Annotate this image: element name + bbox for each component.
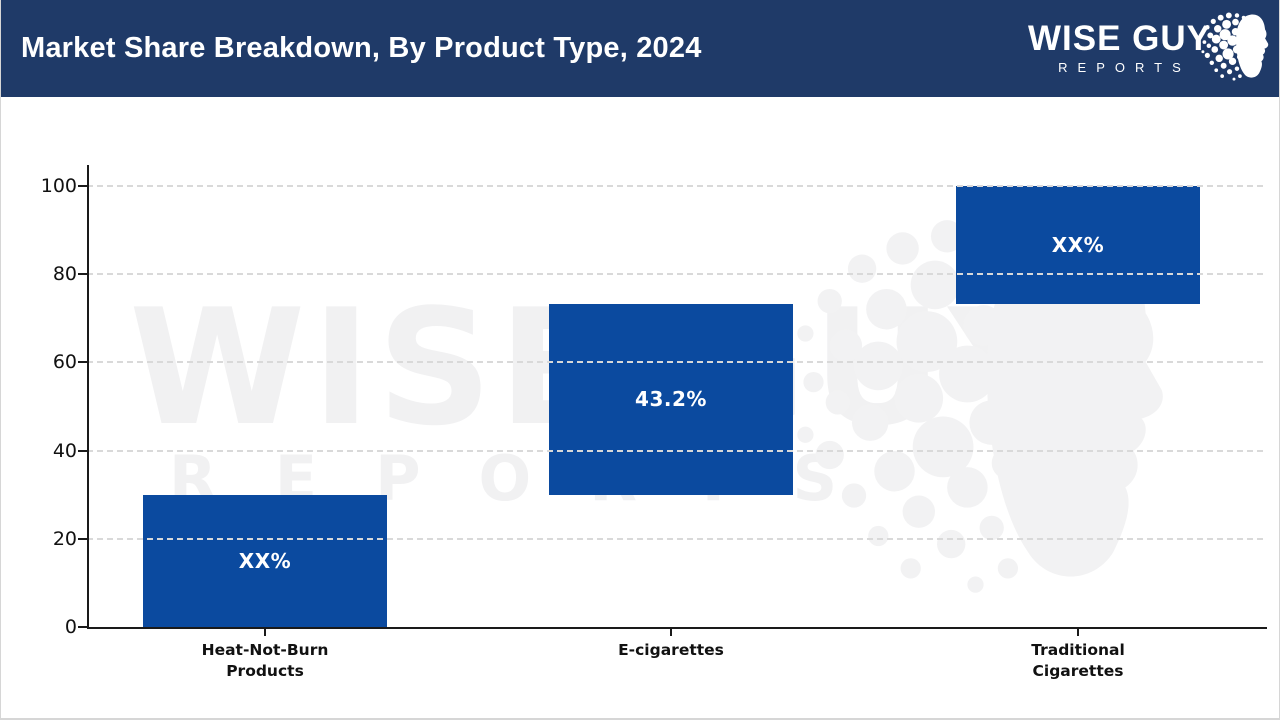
x-axis-tick — [670, 629, 672, 636]
gridline — [87, 185, 1263, 187]
y-axis-tick-label: 20 — [52, 527, 77, 550]
x-axis-category-label: E-cigarettes — [618, 641, 724, 659]
brand-logo-text: WISE GUY REPORTS — [1027, 18, 1211, 76]
y-axis-line — [87, 165, 89, 629]
bar-heat-not-burn-products: XX% — [143, 494, 387, 627]
x-axis-tick — [1077, 629, 1079, 636]
gridline — [87, 273, 1263, 276]
y-axis-tick — [78, 537, 87, 540]
x-axis-tick — [264, 629, 266, 636]
x-axis-line — [87, 627, 1267, 629]
page-title: Market Share Breakdown, By Product Type,… — [21, 32, 702, 64]
bar-traditional-cigarettes: XX% — [956, 186, 1200, 305]
gridline — [87, 449, 1263, 452]
bar-value-label: 43.2% — [635, 387, 707, 412]
header-band: Market Share Breakdown, By Product Type,… — [1, 0, 1279, 97]
y-axis-tick — [78, 361, 87, 364]
gridline — [87, 537, 1263, 540]
x-axis-category-label: Traditional Cigarettes — [1031, 641, 1125, 680]
x-axis-category-label: Heat-Not-Burn Products — [201, 641, 329, 680]
bar-value-label: XX% — [238, 548, 292, 573]
bar-e-cigarettes: 43.2% — [549, 304, 793, 495]
y-axis-tick-label: 40 — [52, 439, 77, 462]
y-axis-tick — [78, 626, 87, 628]
y-axis-tick — [78, 273, 87, 276]
brand-wordmark: WISE GUY — [1027, 18, 1211, 58]
gridline — [87, 361, 1263, 364]
y-axis-tick-label: 100 — [40, 175, 77, 197]
y-axis-tick-label: 0 — [64, 616, 77, 638]
bar-value-label: XX% — [1051, 233, 1105, 258]
y-axis-tick-label: 60 — [52, 351, 77, 374]
y-axis-tick — [78, 185, 87, 187]
brand-tagline: REPORTS — [1058, 60, 1191, 76]
brand-logo: WISE GUY REPORTS — [1028, 8, 1271, 88]
y-axis-tick-label: 80 — [52, 263, 77, 286]
y-axis-tick — [78, 449, 87, 452]
